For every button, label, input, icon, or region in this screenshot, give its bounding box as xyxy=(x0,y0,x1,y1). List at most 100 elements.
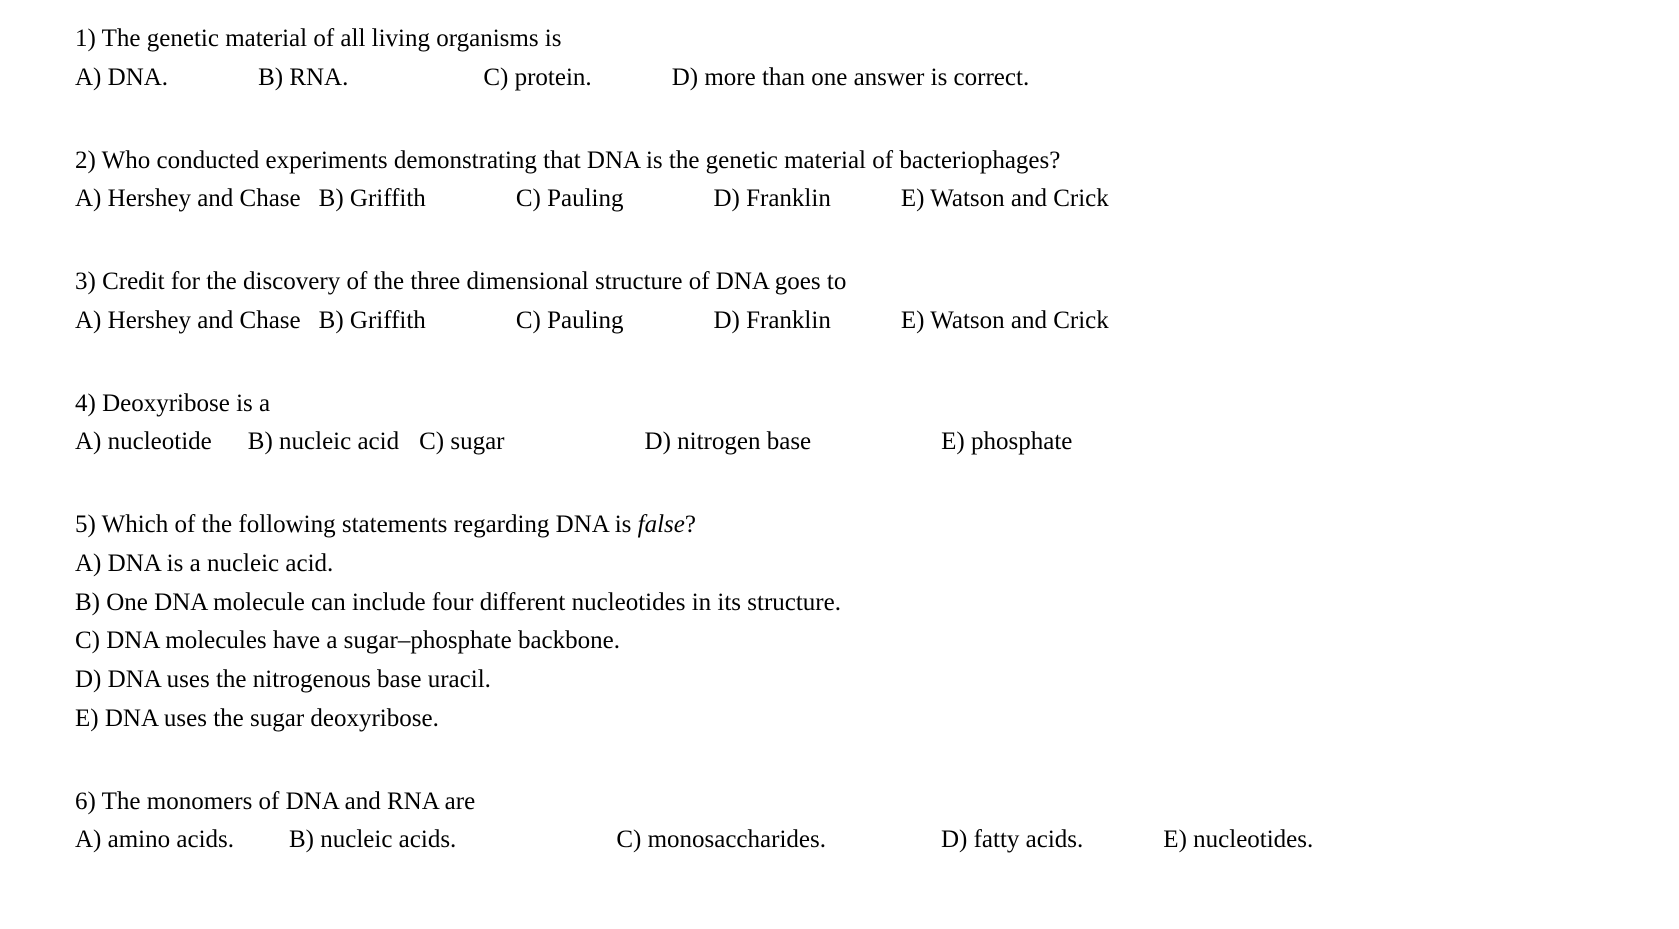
answer-option[interactable]: C) monosaccharides. xyxy=(616,821,826,860)
answer-option[interactable]: E) phosphate xyxy=(941,423,1072,462)
option-text: nucleotide xyxy=(108,428,212,455)
option-label: C) xyxy=(616,826,641,853)
option-text: Griffith xyxy=(350,185,426,212)
answer-option[interactable]: B) Griffith xyxy=(319,180,426,219)
question-stem: Credit for the discovery of the three di… xyxy=(102,268,846,295)
question-number: 6) xyxy=(75,788,96,815)
answer-option[interactable]: B) RNA. xyxy=(258,59,348,98)
question-stem: The genetic material of all living organ… xyxy=(102,25,562,52)
answer-option[interactable]: C) Pauling xyxy=(516,180,624,219)
question-stem: The monomers of DNA and RNA are xyxy=(102,788,476,815)
option-label: A) xyxy=(75,185,101,212)
question-text: 4) Deoxyribose is a xyxy=(75,385,1604,424)
answer-option[interactable]: E) Watson and Crick xyxy=(901,302,1109,341)
option-text: RNA. xyxy=(289,64,348,91)
option-label: B) xyxy=(258,64,283,91)
option-text: DNA molecules have a sugar–phosphate bac… xyxy=(106,627,620,654)
option-text: protein. xyxy=(515,64,592,91)
options-container: A) amino acids. B) nucleic acids. C) monos… xyxy=(75,821,1604,860)
question-stem-part: Which of the following statements regard… xyxy=(102,511,638,538)
option-text: DNA. xyxy=(108,64,168,91)
option-label: B) xyxy=(289,826,314,853)
question-text: 5) Which of the following statements reg… xyxy=(75,506,1604,545)
answer-option[interactable]: E) DNA uses the sugar deoxyribose. xyxy=(75,700,1604,739)
option-label: C) xyxy=(516,307,541,334)
answer-option[interactable]: A) nucleotide xyxy=(75,423,212,462)
option-text: nitrogen base xyxy=(677,428,811,455)
option-text: Pauling xyxy=(547,185,623,212)
option-label: B) xyxy=(75,589,100,616)
answer-option[interactable]: A) amino acids. xyxy=(75,821,234,860)
question-stem-part: ? xyxy=(685,511,696,538)
answer-option[interactable]: A) Hershey and Chase xyxy=(75,180,301,219)
answer-option[interactable]: C) sugar xyxy=(419,423,504,462)
option-text: nucleotides. xyxy=(1193,826,1313,853)
answer-option[interactable]: A) DNA is a nucleic acid. xyxy=(75,545,1604,584)
option-label: D) xyxy=(75,666,101,693)
option-text: Pauling xyxy=(547,307,623,334)
option-text: Hershey and Chase xyxy=(108,185,301,212)
option-label: D) xyxy=(713,307,739,334)
options-container: A) DNA is a nucleic acid.B) One DNA mole… xyxy=(75,545,1604,739)
option-label: C) xyxy=(419,428,444,455)
question-stem-part: false xyxy=(638,511,685,538)
options-container: A) DNA. B) RNA. C) protein. D) more than on… xyxy=(75,59,1604,98)
option-text: Franklin xyxy=(746,307,831,334)
option-label: A) xyxy=(75,826,101,853)
option-text: fatty acids. xyxy=(974,826,1084,853)
option-label: D) xyxy=(645,428,671,455)
answer-option[interactable]: C) Pauling xyxy=(516,302,624,341)
quiz-container: 1) The genetic material of all living or… xyxy=(75,20,1604,860)
option-label: E) xyxy=(901,307,925,334)
option-label: C) xyxy=(75,627,100,654)
question-block: 3) Credit for the discovery of the three… xyxy=(75,263,1604,341)
answer-option[interactable]: A) DNA. xyxy=(75,59,168,98)
answer-option[interactable]: C) DNA molecules have a sugar–phosphate … xyxy=(75,622,1604,661)
option-text: monosaccharides. xyxy=(648,826,826,853)
option-text: Griffith xyxy=(350,307,426,334)
option-label: A) xyxy=(75,550,101,577)
question-number: 3) xyxy=(75,268,96,295)
option-text: Hershey and Chase xyxy=(108,307,301,334)
options-container: A) Hershey and Chase B) Griffith C) Paulin… xyxy=(75,302,1604,341)
answer-option[interactable]: D) nitrogen base xyxy=(645,423,812,462)
option-label: D) xyxy=(941,826,967,853)
answer-option[interactable]: B) One DNA molecule can include four dif… xyxy=(75,584,1604,623)
question-block: 6) The monomers of DNA and RNA areA) ami… xyxy=(75,783,1604,861)
answer-option[interactable]: D) fatty acids. xyxy=(941,821,1083,860)
answer-option[interactable]: D) more than one answer is correct. xyxy=(672,59,1030,98)
question-block: 4) Deoxyribose is aA) nucleotideB) nucle… xyxy=(75,385,1604,463)
option-label: B) xyxy=(319,185,344,212)
answer-option[interactable]: E) Watson and Crick xyxy=(901,180,1109,219)
option-text: Watson and Crick xyxy=(930,307,1109,334)
question-block: 1) The genetic material of all living or… xyxy=(75,20,1604,98)
option-text: Watson and Crick xyxy=(930,185,1109,212)
answer-option[interactable]: B) nucleic acids. xyxy=(289,821,456,860)
option-label: C) xyxy=(516,185,541,212)
option-text: One DNA molecule can include four differ… xyxy=(106,589,841,616)
question-text: 6) The monomers of DNA and RNA are xyxy=(75,783,1604,822)
option-label: D) xyxy=(672,64,698,91)
option-text: more than one answer is correct. xyxy=(704,64,1029,91)
option-text: nucleic acids. xyxy=(320,826,456,853)
option-label: D) xyxy=(713,185,739,212)
answer-option[interactable]: B) nucleic acid xyxy=(248,423,399,462)
question-number: 2) xyxy=(75,147,96,174)
option-label: A) xyxy=(75,428,101,455)
answer-option[interactable]: D) DNA uses the nitrogenous base uracil. xyxy=(75,661,1604,700)
question-number: 4) xyxy=(75,390,96,417)
answer-option[interactable]: D) Franklin xyxy=(713,302,830,341)
answer-option[interactable]: D) Franklin xyxy=(713,180,830,219)
option-label: E) xyxy=(901,185,925,212)
question-text: 3) Credit for the discovery of the three… xyxy=(75,263,1604,302)
answer-option[interactable]: C) protein. xyxy=(483,59,591,98)
answer-option[interactable]: B) Griffith xyxy=(319,302,426,341)
answer-option[interactable]: E) nucleotides. xyxy=(1163,821,1313,860)
option-label: E) xyxy=(1163,826,1187,853)
question-block: 5) Which of the following statements reg… xyxy=(75,506,1604,739)
option-label: B) xyxy=(248,428,273,455)
option-text: Franklin xyxy=(746,185,831,212)
option-text: amino acids. xyxy=(108,826,234,853)
option-label: A) xyxy=(75,64,101,91)
answer-option[interactable]: A) Hershey and Chase xyxy=(75,302,301,341)
